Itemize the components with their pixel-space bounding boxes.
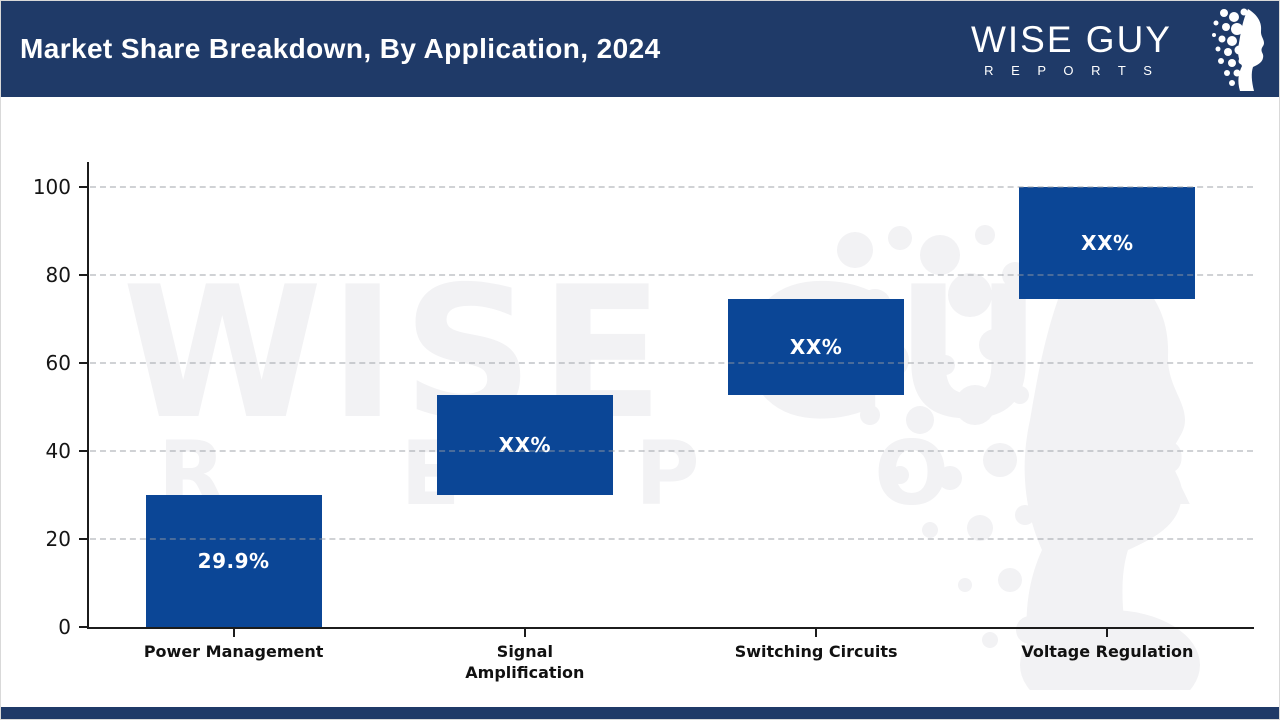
footer-banner xyxy=(0,707,1280,720)
x-tick-mark xyxy=(815,629,818,637)
y-tick-mark xyxy=(79,362,87,364)
y-tick-mark xyxy=(79,450,87,452)
y-tick-mark xyxy=(79,538,87,540)
x-category-label: Power Management xyxy=(143,642,324,661)
bar-value-label: XX% xyxy=(1081,231,1134,256)
y-tick-mark xyxy=(79,626,87,628)
bar-value-label: XX% xyxy=(789,335,843,360)
bar-switching-circuits: XX% xyxy=(728,299,905,396)
gridline-100 xyxy=(90,186,1253,188)
x-tick-mark xyxy=(232,629,235,637)
bar-value-label: 29.9% xyxy=(197,549,270,574)
x-category-label: Signal Amplification xyxy=(465,642,585,682)
header-banner: Market Share Breakdown, By Application, … xyxy=(0,0,1280,97)
bar-power-management: 29.9% xyxy=(145,495,322,627)
y-axis-line xyxy=(87,162,89,629)
wise-guy-logo-text: WISE GUY R E P O R T S xyxy=(971,21,1172,77)
x-axis-line xyxy=(87,627,1254,629)
gridline-60 xyxy=(90,362,1253,364)
gridline-80 xyxy=(90,274,1253,276)
bar-value-label: XX% xyxy=(498,433,552,458)
dotted-head-logo-icon xyxy=(1212,8,1264,91)
watermark-dotted-head-icon xyxy=(815,225,1200,690)
gridline-40 xyxy=(90,450,1253,452)
bar-voltage-regulation: XX% xyxy=(1019,187,1196,300)
y-tick-label: 100 xyxy=(32,175,71,199)
y-tick-mark xyxy=(79,274,87,276)
bar-signal-amplification: XX% xyxy=(436,395,613,496)
logo-subtitle: R E P O R T S xyxy=(984,62,1159,78)
gridline-20 xyxy=(90,538,1253,540)
y-tick-label: 40 xyxy=(45,439,71,463)
y-tick-label: 80 xyxy=(45,263,71,287)
wise-guy-logo: WISE GUY R E P O R T S xyxy=(971,3,1280,95)
logo-wordmark: WISE GUY xyxy=(970,18,1172,60)
y-tick-label: 0 xyxy=(58,615,71,639)
y-tick-label: 20 xyxy=(45,527,71,551)
y-tick-mark xyxy=(79,186,87,188)
x-tick-mark xyxy=(1106,629,1109,637)
y-tick-label: 60 xyxy=(45,351,71,375)
x-category-label: Switching Circuits xyxy=(734,642,898,661)
page-title: Market Share Breakdown, By Application, … xyxy=(20,32,661,64)
x-tick-mark xyxy=(523,629,526,637)
x-category-label: Voltage Regulation xyxy=(1021,642,1194,661)
